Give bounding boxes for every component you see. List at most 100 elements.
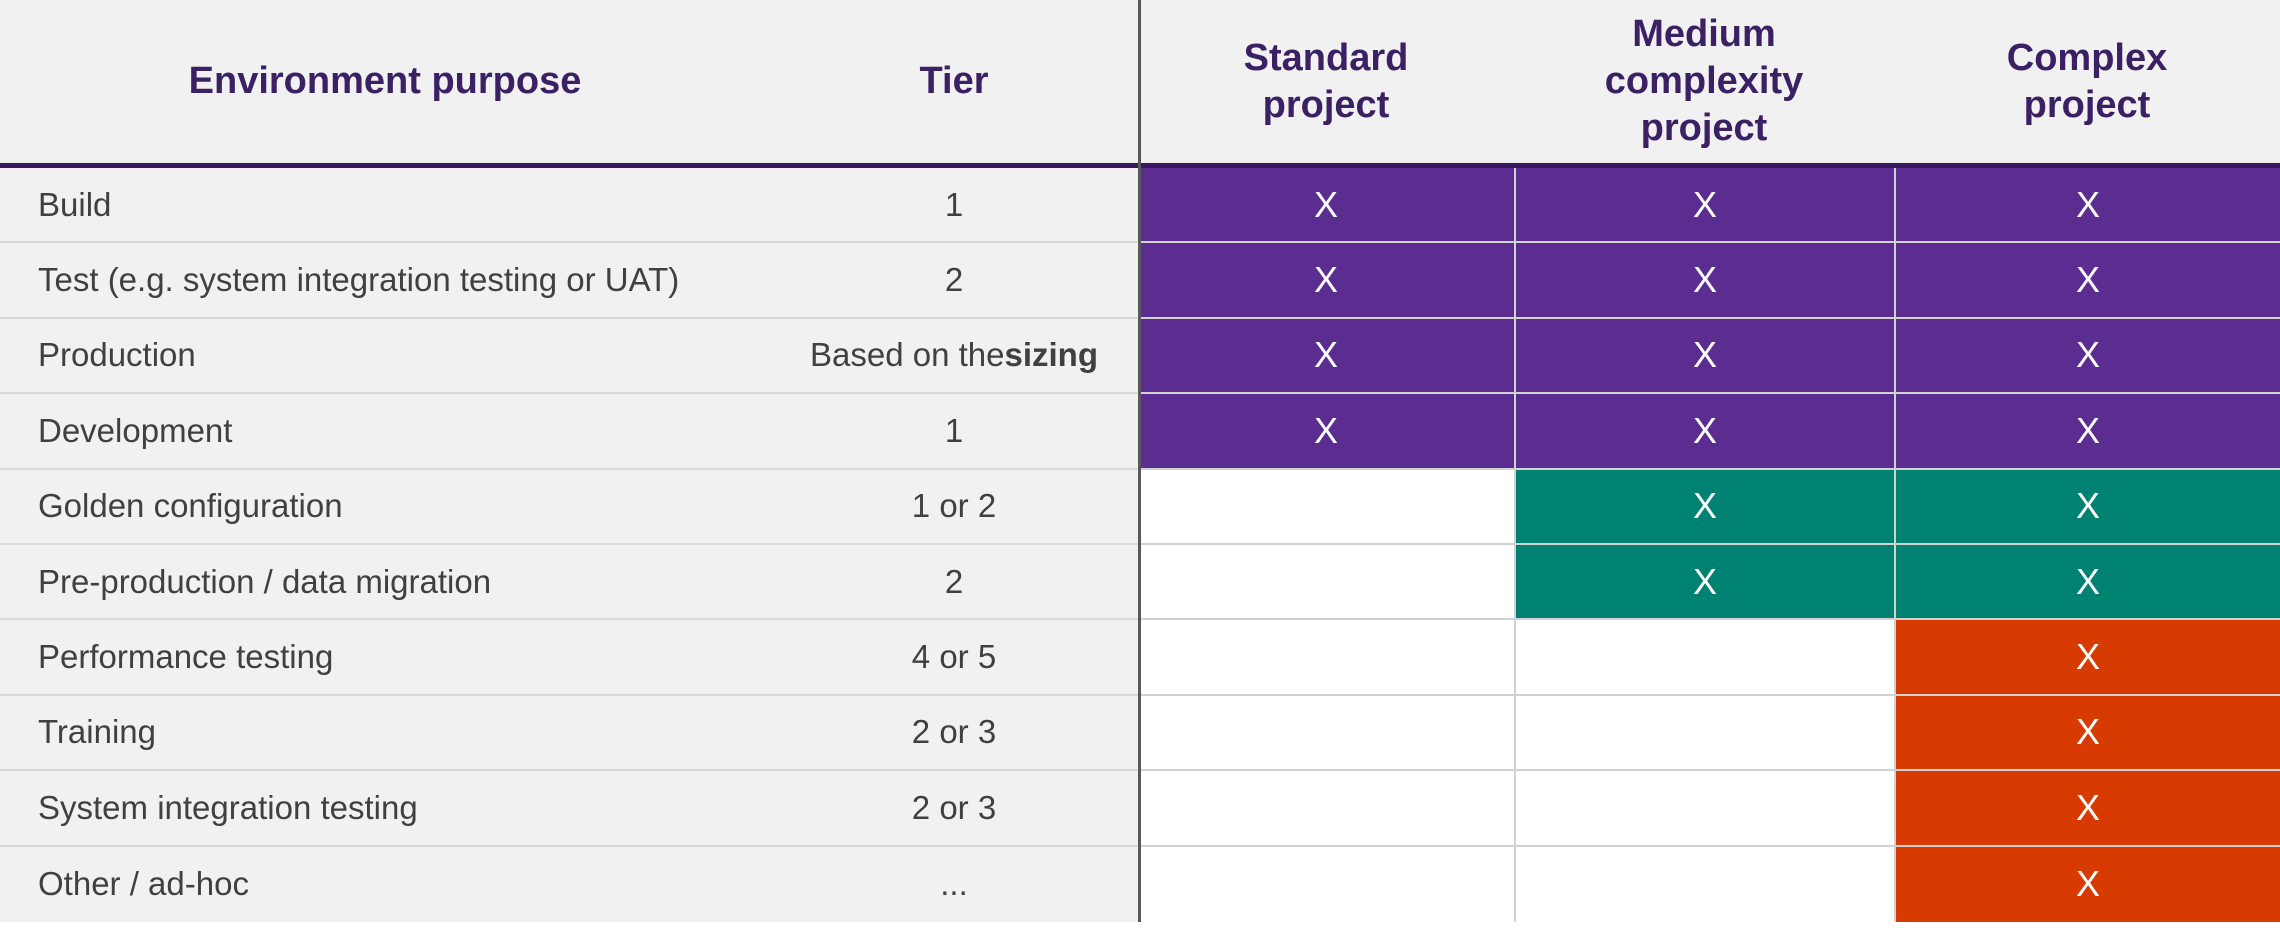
header-cell-purpose: Environment purpose xyxy=(0,0,770,163)
included-mark: X xyxy=(1692,334,1717,376)
matrix-cell-complex-included: X xyxy=(1894,168,2280,244)
tier-label: 2 xyxy=(944,261,964,299)
matrix-cell-complex-included: X xyxy=(1894,846,2280,922)
included-mark: X xyxy=(2075,786,2100,828)
included-mark: X xyxy=(2075,711,2100,753)
matrix-cell-standard-empty xyxy=(1138,695,1514,772)
header-label-line: Tier xyxy=(919,60,989,102)
purpose-cell: Performance testing xyxy=(0,620,770,696)
matrix-cell-medium-included: X xyxy=(1514,469,1894,545)
matrix-cell-medium-included: X xyxy=(1514,243,1894,319)
purpose-label: Pre-production / data migration xyxy=(38,562,492,600)
purpose-label: System integration testing xyxy=(38,788,418,826)
matrix-cell-standard-included: X xyxy=(1138,168,1514,244)
header-label-line: complexity xyxy=(1604,60,1804,102)
tier-cell: ... xyxy=(770,846,1138,922)
matrix-cell-medium-included: X xyxy=(1514,168,1894,244)
table-row: Production Based on the sizing X X X xyxy=(0,318,2280,395)
tier-cell: 1 xyxy=(770,394,1138,470)
purpose-cell: Production xyxy=(0,318,770,395)
purpose-label: Golden configuration xyxy=(38,487,343,525)
table-body: Build 1 X X X Test (e.g. system integration t… xyxy=(0,168,2280,922)
header-cell-tier: Tier xyxy=(770,0,1138,163)
purpose-label: Development xyxy=(38,411,233,449)
tier-label: 1 or 2 xyxy=(911,487,997,525)
table-row: Other / ad-hoc... X xyxy=(0,846,2280,922)
tier-label: 1 xyxy=(944,185,964,223)
tier-cell: 4 or 5 xyxy=(770,620,1138,696)
tier-label: 2 or 3 xyxy=(911,713,997,751)
header-label-line: project xyxy=(1262,83,1390,126)
tier-cell: 1 or 2 xyxy=(770,469,1138,545)
matrix-cell-standard-included: X xyxy=(1138,243,1514,319)
included-mark: X xyxy=(2075,863,2100,905)
included-mark: X xyxy=(1692,259,1717,301)
tier-cell: 2 xyxy=(770,544,1138,621)
table-row: Golden configuration 1 or 2 X X xyxy=(0,469,2280,545)
table-row: Pre-production / data migration 2 X X xyxy=(0,544,2280,621)
included-mark: X xyxy=(1313,334,1338,376)
matrix-cell-standard-included: X xyxy=(1138,394,1514,470)
tier-label-bold: sizing xyxy=(1004,336,1098,374)
tier-label: Based on the xyxy=(809,336,1005,374)
table-row: Performance testing 4 or 5 X xyxy=(0,620,2280,696)
tier-label: ... xyxy=(940,865,968,903)
header-label-line: Complex xyxy=(2006,36,2168,79)
header-label-line: project xyxy=(1640,107,1768,149)
matrix-cell-complex-included: X xyxy=(1894,771,2280,847)
included-mark: X xyxy=(2075,560,2100,602)
tier-cell: 1 xyxy=(770,168,1138,244)
purpose-cell: Pre-production / data migration xyxy=(0,544,770,621)
matrix-cell-medium-empty xyxy=(1514,695,1894,772)
matrix-cell-standard-empty xyxy=(1138,544,1514,621)
column-divider-line xyxy=(1138,0,1141,922)
purpose-cell: Development xyxy=(0,394,770,470)
matrix-cell-medium-included: X xyxy=(1514,544,1894,621)
tier-label: 1 xyxy=(944,411,964,449)
tier-cell: 2 xyxy=(770,243,1138,319)
matrix-cell-medium-included: X xyxy=(1514,394,1894,470)
table-row: Development 1 X X X xyxy=(0,394,2280,470)
included-mark: X xyxy=(1313,183,1338,225)
purpose-cell: Other / ad-hoc xyxy=(0,846,770,922)
matrix-cell-complex-included: X xyxy=(1894,318,2280,395)
purpose-label: Training xyxy=(38,713,156,751)
table-row: Test (e.g. system integration testing or… xyxy=(0,243,2280,319)
matrix-cell-medium-included: X xyxy=(1514,318,1894,395)
included-mark: X xyxy=(1692,183,1717,225)
purpose-label: Other / ad-hoc xyxy=(38,865,249,903)
included-mark: X xyxy=(2075,334,2100,376)
header-label-line: Standard xyxy=(1243,36,1409,79)
matrix-cell-medium-empty xyxy=(1514,771,1894,847)
table-row: Build 1 X X X xyxy=(0,168,2280,244)
matrix-cell-complex-included: X xyxy=(1894,243,2280,319)
included-mark: X xyxy=(1313,409,1338,451)
matrix-cell-complex-included: X xyxy=(1894,544,2280,621)
included-mark: X xyxy=(1313,259,1338,301)
header-cell-standard: Standard project xyxy=(1138,0,1514,163)
included-mark: X xyxy=(2075,259,2100,301)
tier-label: 2 or 3 xyxy=(911,788,997,826)
tier-cell: 2 or 3 xyxy=(770,771,1138,847)
table-row: System integration testing 2 or 3 X xyxy=(0,771,2280,847)
matrix-cell-complex-included: X xyxy=(1894,695,2280,772)
purpose-cell: Golden configuration xyxy=(0,469,770,545)
matrix-cell-standard-empty xyxy=(1138,846,1514,922)
tier-cell: Based on the sizing xyxy=(770,318,1138,395)
matrix-cell-standard-included: X xyxy=(1138,318,1514,395)
matrix-cell-complex-included: X xyxy=(1894,469,2280,545)
purpose-cell: System integration testing xyxy=(0,771,770,847)
included-mark: X xyxy=(2075,485,2100,527)
matrix-cell-medium-empty xyxy=(1514,620,1894,696)
included-mark: X xyxy=(2075,409,2100,451)
purpose-cell: Training xyxy=(0,695,770,772)
purpose-label: Production xyxy=(38,336,196,374)
purpose-cell: Build xyxy=(0,168,770,244)
purpose-label: Performance testing xyxy=(38,638,334,676)
included-mark: X xyxy=(1692,409,1717,451)
tier-label: 2 xyxy=(944,562,964,600)
included-mark: X xyxy=(2075,636,2100,678)
header-cell-complex: Complex project xyxy=(1894,0,2280,163)
matrix-cell-medium-empty xyxy=(1514,846,1894,922)
